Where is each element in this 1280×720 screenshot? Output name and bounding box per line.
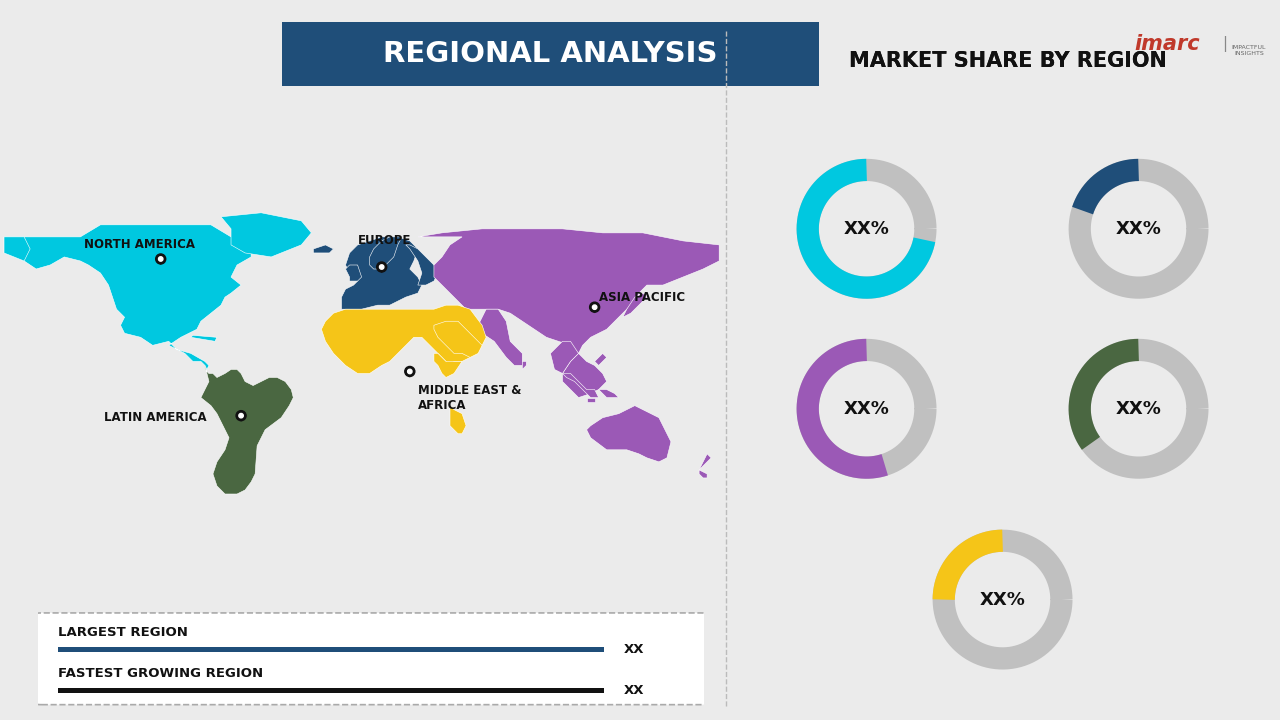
Polygon shape [595, 354, 607, 366]
Text: REGIONAL ANALYSIS: REGIONAL ANALYSIS [383, 40, 718, 68]
Polygon shape [434, 354, 462, 377]
Polygon shape [599, 390, 618, 397]
Text: XX: XX [625, 643, 645, 656]
Text: FASTEST GROWING REGION: FASTEST GROWING REGION [59, 667, 264, 680]
Polygon shape [417, 229, 719, 397]
Polygon shape [314, 245, 334, 253]
Text: IMPACTFUL
INSIGHTS: IMPACTFUL INSIGHTS [1231, 45, 1266, 56]
Polygon shape [378, 267, 385, 273]
Polygon shape [237, 415, 244, 422]
Circle shape [156, 254, 165, 264]
Polygon shape [4, 237, 31, 261]
Circle shape [159, 257, 163, 261]
Polygon shape [4, 225, 251, 369]
Polygon shape [550, 341, 579, 374]
Circle shape [376, 262, 387, 272]
FancyBboxPatch shape [35, 613, 708, 705]
Text: XX%: XX% [979, 590, 1025, 608]
Polygon shape [406, 245, 438, 285]
Polygon shape [699, 454, 712, 470]
Polygon shape [406, 372, 413, 377]
Text: MIDDLE EAST &
AFRICA: MIDDLE EAST & AFRICA [417, 384, 521, 412]
Polygon shape [522, 361, 526, 369]
Polygon shape [623, 293, 646, 318]
Polygon shape [201, 366, 293, 494]
Circle shape [590, 302, 599, 312]
Circle shape [236, 410, 246, 420]
Text: EUROPE: EUROPE [357, 235, 411, 248]
Polygon shape [221, 213, 311, 257]
Text: MARKET SHARE BY REGION: MARKET SHARE BY REGION [849, 51, 1167, 71]
Polygon shape [370, 237, 402, 269]
Text: XX%: XX% [844, 220, 890, 238]
Polygon shape [451, 405, 466, 433]
Polygon shape [191, 336, 216, 341]
Text: NORTH AMERICA: NORTH AMERICA [84, 238, 196, 251]
Circle shape [239, 413, 243, 418]
Text: XX%: XX% [1116, 400, 1161, 418]
Polygon shape [590, 307, 599, 313]
Text: LARGEST REGION: LARGEST REGION [59, 626, 188, 639]
Polygon shape [479, 309, 522, 366]
Polygon shape [342, 237, 422, 309]
Text: MARKET SHARE BY REGION: MARKET SHARE BY REGION [849, 51, 1167, 71]
Polygon shape [321, 305, 486, 374]
Circle shape [593, 305, 596, 310]
Text: XX%: XX% [844, 400, 890, 418]
Circle shape [379, 265, 384, 269]
Text: LATIN AMERICA: LATIN AMERICA [105, 411, 207, 424]
Polygon shape [699, 470, 707, 478]
Polygon shape [586, 397, 595, 402]
Text: XX: XX [625, 684, 645, 697]
Polygon shape [346, 265, 361, 281]
FancyArrow shape [59, 647, 604, 652]
Polygon shape [586, 405, 671, 462]
Circle shape [404, 366, 415, 377]
Circle shape [407, 369, 412, 374]
FancyArrow shape [59, 688, 604, 693]
Text: ASIA PACIFIC: ASIA PACIFIC [599, 291, 685, 304]
Polygon shape [434, 321, 483, 357]
Polygon shape [562, 374, 599, 397]
Polygon shape [156, 259, 165, 265]
Text: XX%: XX% [1116, 220, 1161, 238]
Text: |: | [1221, 36, 1226, 53]
Text: imarc: imarc [1134, 35, 1201, 54]
